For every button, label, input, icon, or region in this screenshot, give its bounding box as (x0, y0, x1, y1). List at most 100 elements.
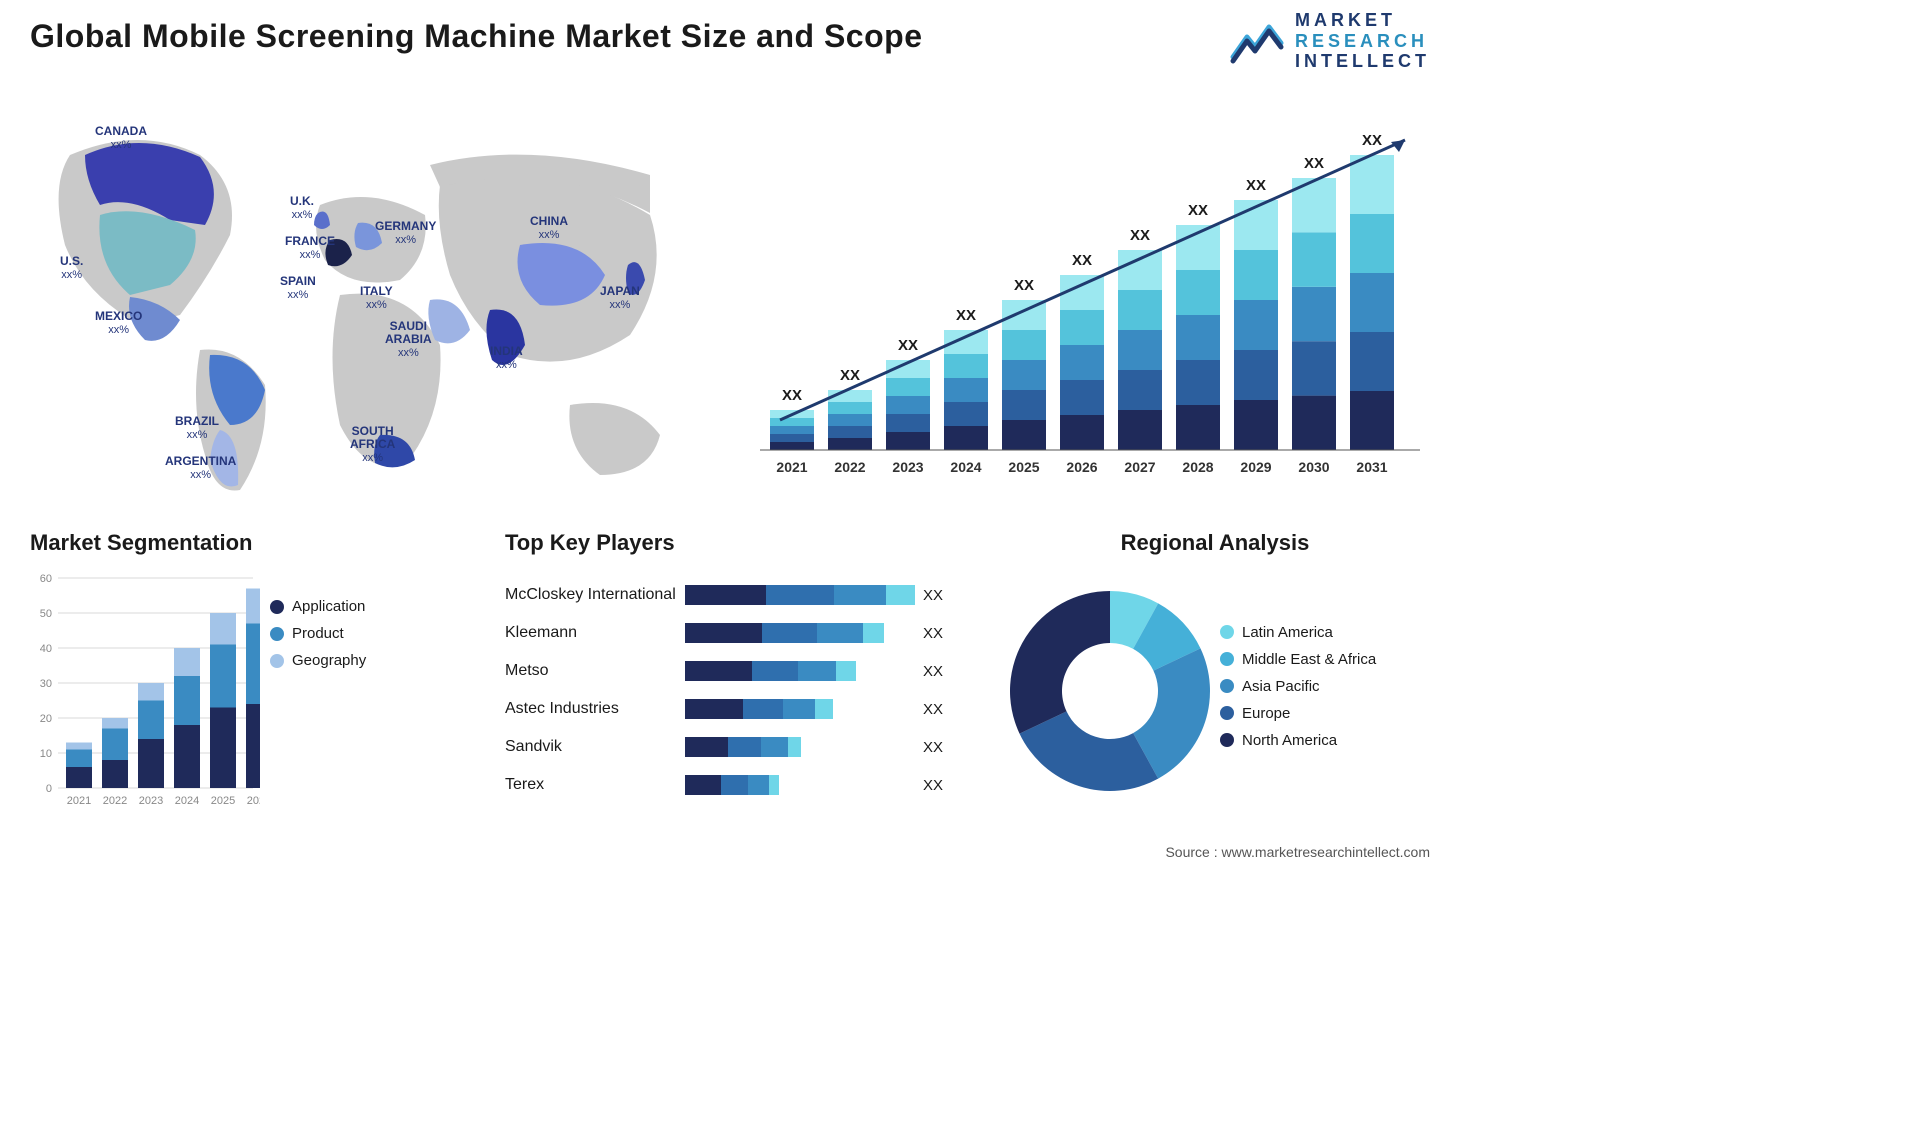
seg-bar-seg (66, 750, 92, 768)
growth-year-label: 2027 (1124, 459, 1155, 475)
seg-bar-seg (66, 743, 92, 750)
regional-legend-label: Latin America (1242, 624, 1333, 641)
seg-ytick: 60 (40, 573, 52, 585)
growth-bar-label: XX (1072, 252, 1092, 269)
growth-bar-seg (828, 414, 872, 426)
growth-chart-svg: XX2021XX2022XX2023XX2024XX2025XX2026XX20… (750, 110, 1430, 490)
growth-bar-seg (1118, 290, 1162, 330)
growth-bar-label: XX (1362, 132, 1382, 149)
seg-legend-item: Application (270, 598, 366, 615)
growth-bar-label: XX (1188, 202, 1208, 219)
regional-legend-label: Europe (1242, 705, 1290, 722)
growth-bar-seg (1060, 380, 1104, 415)
growth-bar-seg (886, 432, 930, 450)
growth-bar-seg (770, 434, 814, 442)
map-label-spain: SPAINxx% (280, 275, 316, 301)
player-name: Kleemann (505, 624, 685, 642)
growth-bar-seg (886, 378, 930, 396)
world-map: CANADAxx%U.S.xx%MEXICOxx%BRAZILxx%ARGENT… (30, 95, 720, 495)
player-name: McCloskey International (505, 586, 685, 604)
growth-bar-label: XX (1304, 155, 1324, 172)
player-bar-seg (752, 661, 798, 681)
segmentation-legend: ApplicationProductGeography (270, 598, 366, 679)
regional-legend-item: Middle East & Africa (1220, 651, 1376, 668)
player-bar-seg (788, 737, 801, 757)
page-title: Global Mobile Screening Machine Market S… (30, 18, 922, 55)
player-row: SandvikXX (505, 728, 975, 766)
regional-legend-item: Asia Pacific (1220, 678, 1376, 695)
player-bar (685, 661, 915, 681)
growth-bar-seg (1234, 400, 1278, 450)
growth-bar-seg (1176, 360, 1220, 405)
growth-year-label: 2024 (950, 459, 981, 475)
growth-bar-seg (1118, 330, 1162, 370)
player-bar-seg (728, 737, 761, 757)
map-label-france: FRANCExx% (285, 235, 335, 261)
seg-ytick: 10 (40, 748, 52, 760)
player-row: KleemannXX (505, 614, 975, 652)
player-bar-seg (685, 737, 728, 757)
seg-bar-seg (138, 701, 164, 740)
player-bar-seg (685, 585, 766, 605)
map-label-japan: JAPANxx% (600, 285, 640, 311)
growth-bar-seg (1350, 214, 1394, 273)
map-label-mexico: MEXICOxx% (95, 310, 142, 336)
legend-dot-icon (1220, 679, 1234, 693)
seg-ytick: 0 (46, 783, 52, 795)
player-bar-seg (748, 775, 769, 795)
player-row: McCloskey International XX (505, 576, 975, 614)
player-bar (685, 699, 915, 719)
growth-bar-seg (1350, 155, 1394, 214)
growth-bar-seg (1118, 250, 1162, 290)
legend-dot-icon (1220, 652, 1234, 666)
growth-bar-seg (1002, 330, 1046, 360)
seg-bar-seg (174, 676, 200, 725)
seg-bar-seg (246, 704, 260, 788)
growth-bar-seg (1002, 390, 1046, 420)
growth-bar-seg (1118, 370, 1162, 410)
growth-bar-label: XX (956, 307, 976, 324)
source-text: Source : www.marketresearchintellect.com (1165, 844, 1430, 860)
regional-legend: Latin America Middle East & Africa Asia Pa… (1220, 624, 1376, 759)
player-bar-seg (761, 737, 788, 757)
player-bar-seg (769, 775, 779, 795)
growth-bar-seg (770, 442, 814, 450)
regional-legend-item: Europe (1220, 705, 1376, 722)
seg-bar-seg (102, 760, 128, 788)
legend-dot-icon (270, 654, 284, 668)
player-bar (685, 775, 915, 795)
seg-bar-seg (246, 624, 260, 705)
player-name: Terex (505, 776, 685, 794)
growth-year-label: 2029 (1240, 459, 1271, 475)
player-row: TerexXX (505, 766, 975, 804)
growth-bar-seg (1350, 273, 1394, 332)
growth-bar-seg (1234, 300, 1278, 350)
map-label-uk: U.K.xx% (290, 195, 314, 221)
legend-dot-icon (1220, 625, 1234, 639)
seg-bar-seg (210, 613, 236, 645)
growth-bar-label: XX (1246, 177, 1266, 194)
seg-year-label: 2022 (103, 795, 127, 807)
player-value: XX (915, 739, 955, 756)
segmentation-title: Market Segmentation (30, 530, 470, 556)
growth-bar-seg (828, 438, 872, 450)
growth-year-label: 2030 (1298, 459, 1329, 475)
player-bar-seg (817, 623, 863, 643)
growth-bar-seg (828, 426, 872, 438)
seg-ytick: 20 (40, 713, 52, 725)
growth-bar-label: XX (840, 367, 860, 384)
seg-legend-item: Product (270, 625, 366, 642)
seg-legend-label: Product (292, 625, 344, 642)
growth-bar-seg (1292, 341, 1336, 395)
player-bar-seg (685, 699, 743, 719)
seg-bar-seg (138, 683, 164, 701)
regional-legend-item: North America (1220, 732, 1376, 749)
donut-chart-svg (1000, 581, 1220, 801)
growth-bar-seg (1176, 270, 1220, 315)
seg-bar-seg (102, 718, 128, 729)
growth-bar-seg (1176, 315, 1220, 360)
growth-bar-seg (944, 402, 988, 426)
player-bar-seg (685, 661, 752, 681)
seg-bar-seg (210, 708, 236, 789)
player-value: XX (915, 587, 955, 604)
